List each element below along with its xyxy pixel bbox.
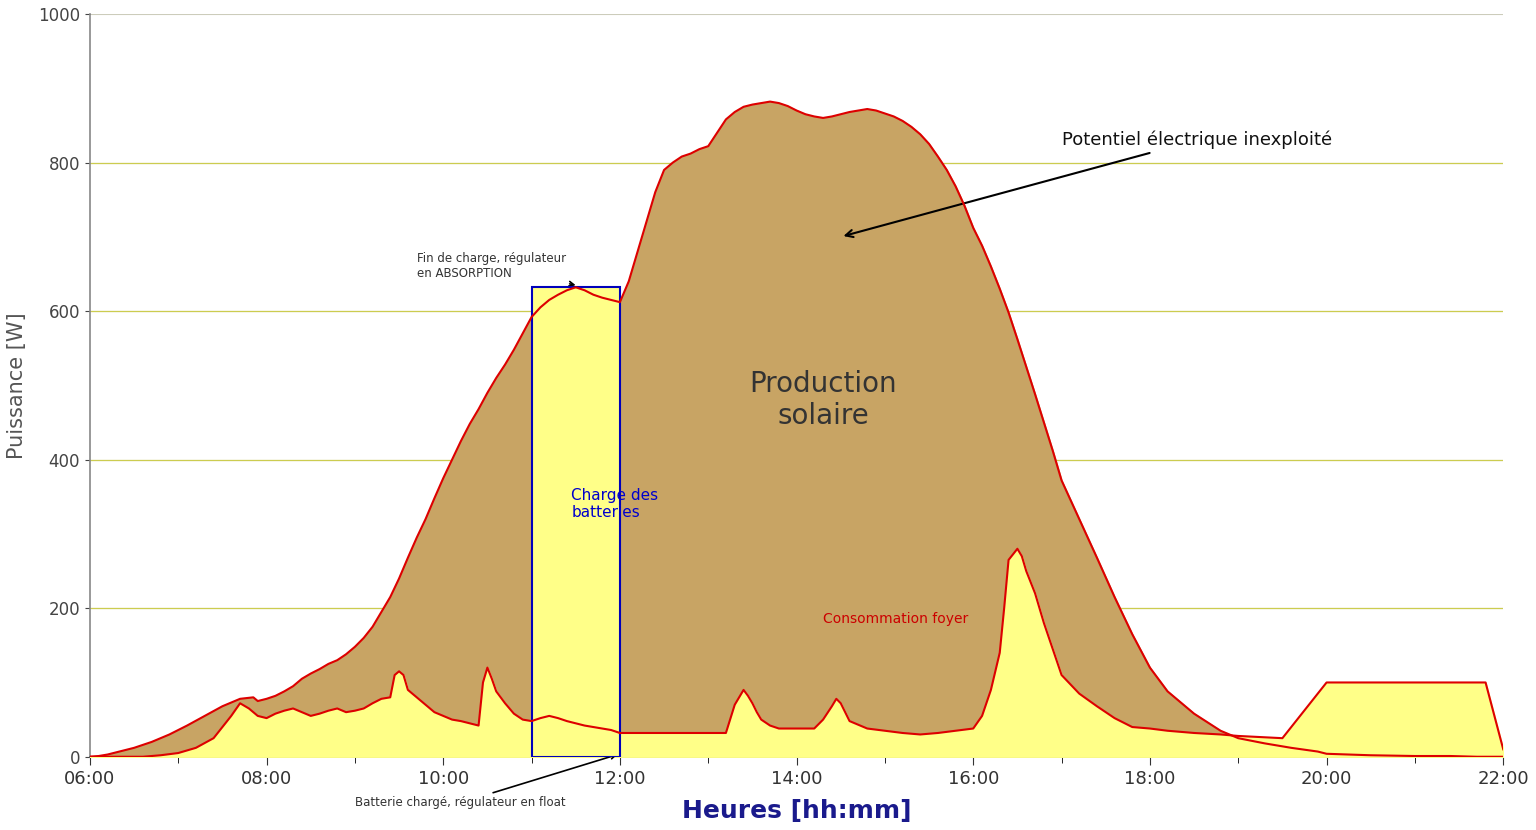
Text: Consommation foyer: Consommation foyer — [823, 613, 968, 627]
Text: Production
solaire: Production solaire — [750, 370, 897, 431]
Text: Batterie chargé, régulateur en float: Batterie chargé, régulateur en float — [355, 754, 616, 809]
Y-axis label: Puissance [W]: Puissance [W] — [8, 312, 28, 459]
X-axis label: Heures [hh:mm]: Heures [hh:mm] — [682, 799, 911, 823]
Text: Potentiel électrique inexploité: Potentiel électrique inexploité — [846, 131, 1332, 237]
Text: Charge des
batteries: Charge des batteries — [571, 488, 659, 520]
Bar — [531, 287, 621, 757]
Text: Fin de charge, régulateur
en ABSORPTION: Fin de charge, régulateur en ABSORPTION — [416, 252, 574, 286]
